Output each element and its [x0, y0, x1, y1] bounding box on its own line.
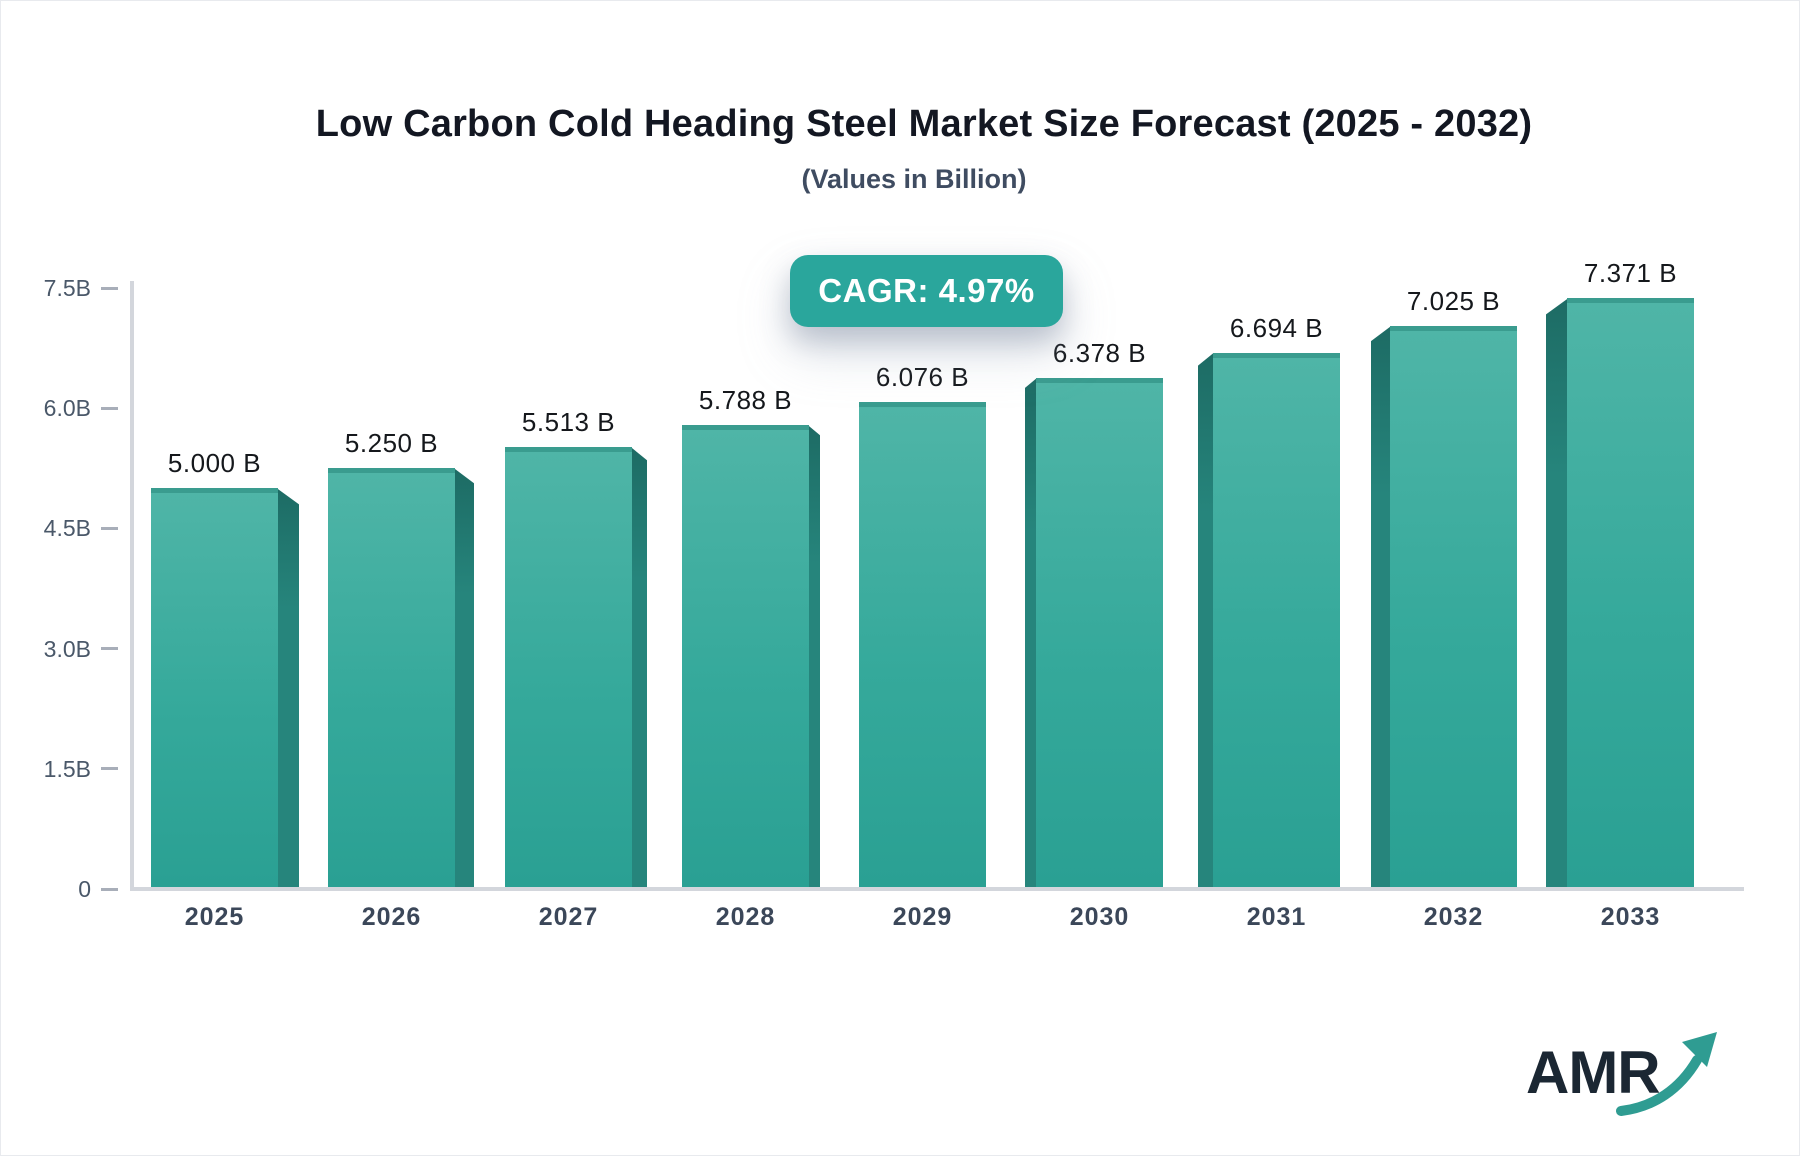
bar-group-2033: 7.371 B 2033 [1546, 258, 1694, 931]
bar-front-face [859, 402, 986, 887]
bar-side-face [1371, 326, 1391, 887]
x-axis-label-2032: 2032 [1423, 902, 1484, 931]
bar-front-face [1390, 326, 1517, 887]
chart-title: Low Carbon Cold Heading Steel Market Siz… [315, 103, 1533, 145]
brand-logo-text: AMR [1526, 1039, 1660, 1106]
bar-side-face [277, 488, 299, 887]
bar-group-2028: 5.788 B 2028 [682, 385, 820, 931]
bar-group-2029: 6.076 B 2029 [859, 362, 986, 931]
chart-subtitle: (Values in Billion) [801, 164, 1027, 194]
brand-logo: AMR [1526, 1029, 1721, 1117]
bar-group-2026: 5.250 B 2026 [328, 428, 474, 931]
y-tick-label: 7.5B [43, 275, 91, 301]
bar-group-2027: 5.513 B 2027 [505, 407, 647, 931]
x-axis-label-2030: 2030 [1069, 902, 1130, 931]
y-tick-label: 0 [78, 876, 91, 902]
x-axis-label-2031: 2031 [1246, 902, 1307, 931]
x-axis-label-2027: 2027 [538, 902, 599, 931]
bar-front-face [505, 447, 632, 887]
bar-group-2025: 5.000 B 2025 [151, 448, 299, 931]
bar-value-label: 6.694 B [1229, 312, 1324, 343]
bar-side-face [808, 425, 820, 887]
bar-value-label: 6.378 B [1052, 337, 1147, 368]
y-tick-label: 4.5B [43, 515, 91, 542]
bar-front-face [682, 425, 809, 887]
bar-value-label: 5.788 B [698, 385, 793, 416]
bar-front-face [328, 468, 455, 887]
bar-front-face [1036, 377, 1163, 887]
x-axis-label-2026: 2026 [361, 902, 422, 931]
bar-side-face [1546, 298, 1568, 887]
y-tick-dash [101, 286, 118, 290]
bar-side-face [1025, 377, 1037, 887]
y-tick-dash [101, 406, 118, 410]
bar-front-face [151, 488, 278, 887]
bar-front-face [1213, 352, 1340, 887]
bar-value-label: 7.025 B [1406, 286, 1501, 317]
bar-value-label: 5.513 B [521, 407, 616, 438]
brand-logo-graphic: AMR [1526, 1032, 1717, 1116]
bar-group-2031: 6.694 B 2031 [1198, 313, 1340, 931]
x-axis-baseline [130, 887, 1744, 891]
growth-arrow-icon [1616, 1032, 1717, 1116]
bar-value-label: 7.371 B [1583, 258, 1678, 289]
y-tick-dash [101, 647, 118, 651]
bar-value-label: 6.076 B [875, 362, 970, 393]
y-tick-label: 3.0B [43, 635, 91, 662]
y-tick-label: 1.5B [43, 755, 91, 782]
y-axis-line [130, 281, 134, 889]
y-tick-dash [101, 887, 118, 891]
x-axis-label-2033: 2033 [1600, 902, 1661, 931]
bar-group-2032: 7.025 B 2032 [1371, 286, 1517, 931]
bar-value-label: 5.250 B [344, 428, 439, 459]
y-tick-label: 6.0B [43, 395, 91, 422]
x-axis-label-2028: 2028 [715, 902, 776, 931]
bar-value-label: 5.000 B [167, 448, 262, 479]
bar-side-face [1198, 352, 1214, 887]
cagr-badge-label: CAGR: 4.97% [818, 272, 1035, 309]
bar-front-face [1567, 298, 1694, 887]
bar-side-face [454, 468, 474, 887]
y-tick-dash [101, 526, 118, 530]
y-tick-dash [101, 767, 118, 771]
bar-group-2030: 6.378 B 2030 [1025, 338, 1163, 931]
cagr-badge: CAGR: 4.97% [790, 255, 1063, 327]
x-axis-label-2025: 2025 [184, 902, 245, 931]
x-axis-label-2029: 2029 [892, 902, 953, 931]
bar-side-face [631, 447, 647, 887]
